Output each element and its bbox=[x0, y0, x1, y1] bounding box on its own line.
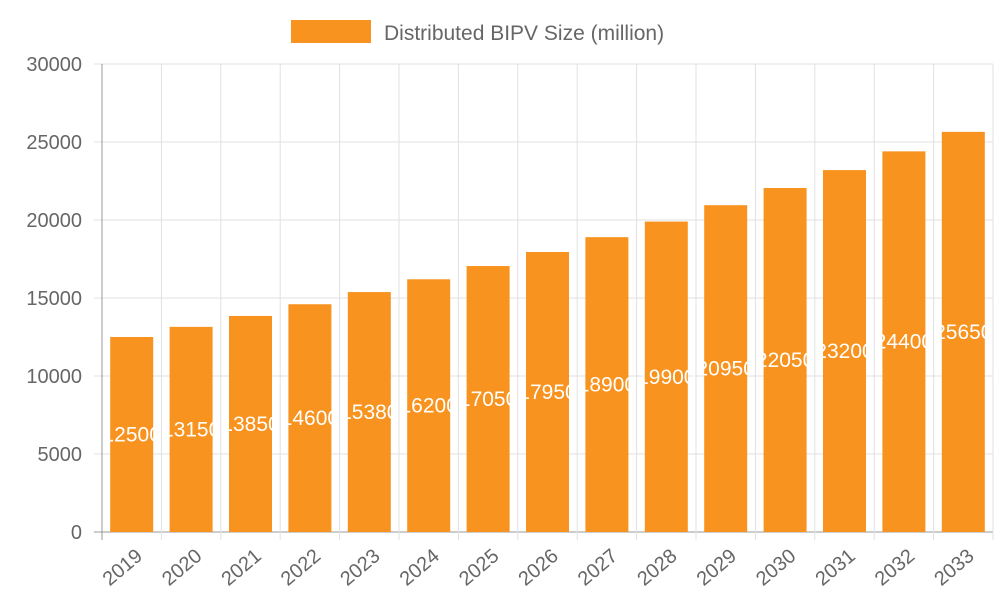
data-label: 22050 bbox=[756, 349, 814, 372]
data-label: 17950 bbox=[518, 381, 576, 404]
x-tick-label: 2019 bbox=[99, 545, 147, 590]
data-label: 13850 bbox=[221, 413, 279, 436]
x-tick-label: 2029 bbox=[693, 545, 741, 590]
x-tick-label: 2027 bbox=[574, 545, 622, 590]
data-label: 13150 bbox=[162, 418, 220, 441]
data-label: 15380 bbox=[340, 401, 398, 424]
bar bbox=[526, 251, 569, 533]
bar bbox=[288, 304, 332, 532]
x-tick-label: 2024 bbox=[396, 545, 444, 590]
data-label: 12500 bbox=[102, 424, 160, 447]
bar bbox=[347, 292, 391, 532]
bar bbox=[585, 237, 629, 532]
y-tick-label: 30000 bbox=[26, 54, 82, 76]
legend-swatch bbox=[291, 20, 371, 43]
x-tick-label: 2031 bbox=[811, 545, 859, 590]
x-tick-label: 2020 bbox=[158, 545, 206, 590]
x-tick-label: 2026 bbox=[514, 545, 562, 590]
x-tick-label: 2028 bbox=[633, 545, 681, 590]
x-tick-label: 2023 bbox=[336, 545, 384, 590]
x-tick-label: 2032 bbox=[871, 545, 919, 590]
bar bbox=[704, 205, 748, 532]
data-label: 17050 bbox=[459, 388, 517, 411]
y-tick-label: 25000 bbox=[26, 132, 82, 154]
data-label: 18900 bbox=[578, 374, 636, 397]
y-tick-label: 0 bbox=[71, 522, 82, 544]
bar bbox=[229, 315, 272, 532]
bar bbox=[169, 326, 213, 532]
bar bbox=[110, 337, 154, 532]
data-label: 25650 bbox=[934, 321, 992, 344]
bar bbox=[763, 188, 807, 532]
data-label: 14600 bbox=[281, 407, 339, 430]
x-tick-label: 2030 bbox=[752, 545, 800, 590]
data-label: 24400 bbox=[875, 331, 933, 354]
y-tick-label: 10000 bbox=[26, 366, 82, 388]
y-tick-label: 20000 bbox=[26, 210, 82, 232]
data-label: 23200 bbox=[815, 340, 873, 363]
bar bbox=[941, 131, 985, 533]
bar bbox=[466, 266, 510, 532]
legend-label: Distributed BIPV Size (million) bbox=[384, 22, 664, 45]
x-tick-label: 2022 bbox=[277, 545, 325, 590]
y-tick-label: 5000 bbox=[38, 444, 83, 466]
bar bbox=[407, 279, 451, 532]
data-label: 16200 bbox=[399, 395, 457, 418]
bar bbox=[882, 151, 926, 533]
y-tick-label: 15000 bbox=[26, 288, 82, 310]
bar bbox=[823, 170, 866, 532]
x-tick-label: 2021 bbox=[217, 545, 265, 590]
data-label: 20950 bbox=[696, 358, 754, 381]
bar bbox=[644, 221, 688, 532]
x-tick-label: 2033 bbox=[930, 545, 978, 590]
x-tick-label: 2025 bbox=[455, 545, 503, 590]
data-label: 19900 bbox=[637, 366, 695, 389]
